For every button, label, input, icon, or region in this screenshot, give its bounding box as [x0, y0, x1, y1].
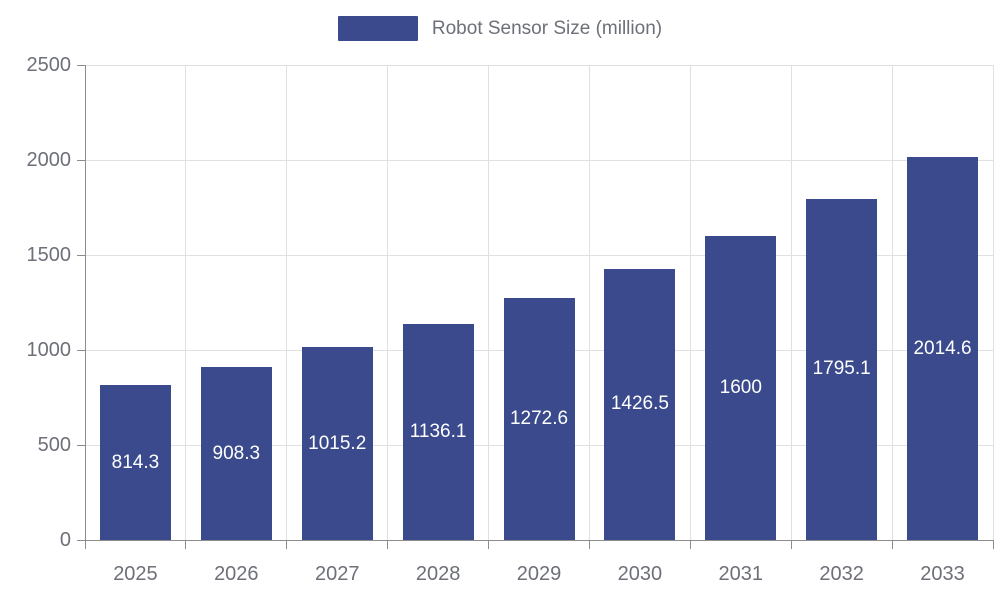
bar: 1600 — [705, 236, 777, 540]
legend-swatch-icon — [337, 16, 418, 41]
y-axis-tick — [77, 350, 85, 351]
gridline-vertical — [992, 65, 994, 540]
x-tick-label: 2033 — [920, 563, 965, 585]
bar-value-label: 1795.1 — [812, 358, 871, 380]
bar: 2014.6 — [907, 157, 979, 540]
y-axis-tick — [77, 445, 85, 446]
gridline-horizontal — [85, 65, 993, 66]
legend[interactable]: Robot Sensor Size (million) — [0, 16, 1000, 41]
bar-value-label: 814.3 — [111, 451, 160, 473]
bar: 814.3 — [99, 385, 171, 540]
gridline-vertical — [790, 65, 792, 540]
bar: 1015.2 — [301, 347, 373, 540]
x-axis-tick — [488, 540, 490, 549]
gridline-vertical — [891, 65, 893, 540]
y-tick-label: 500 — [37, 434, 71, 456]
x-axis-tick — [286, 540, 288, 549]
x-tick-label: 2025 — [113, 563, 158, 585]
x-axis-tick — [588, 540, 590, 549]
gridline-vertical — [387, 65, 389, 540]
y-axis-tick — [77, 255, 85, 256]
y-tick-label: 0 — [59, 529, 71, 551]
y-axis-tick — [77, 65, 85, 66]
bar-value-label: 1015.2 — [308, 432, 367, 454]
x-axis-tick — [387, 540, 389, 549]
x-tick-label: 2032 — [819, 563, 864, 585]
gridline-vertical — [689, 65, 691, 540]
x-axis-tick — [185, 540, 187, 549]
x-tick-label: 2030 — [617, 563, 663, 585]
gridline-vertical — [488, 65, 490, 540]
x-axis-tick — [992, 540, 994, 549]
bar: 1426.5 — [604, 268, 676, 540]
bar-value-label: 1136.1 — [409, 421, 467, 443]
y-axis-tick — [77, 160, 85, 161]
x-tick-label: 2031 — [718, 563, 764, 585]
gridline-horizontal — [85, 160, 993, 161]
bar: 1272.6 — [503, 298, 575, 540]
x-axis-tick — [790, 540, 792, 549]
y-tick-label: 2500 — [26, 54, 72, 76]
x-tick-label: 2026 — [214, 563, 259, 585]
y-tick-label: 2000 — [26, 149, 72, 171]
bar-value-label: 2014.6 — [913, 337, 972, 359]
bar: 1795.1 — [806, 198, 878, 540]
gridline-vertical — [588, 65, 590, 540]
plot-area: 814.3 908.3 1015.2 1136.1 1272.6 1426.5 1600 17… — [85, 65, 994, 541]
bar-value-label: 908.3 — [212, 442, 261, 464]
bar: 1136.1 — [402, 324, 474, 540]
bar: 908.3 — [200, 367, 272, 540]
x-axis-tick — [689, 540, 691, 549]
bar-value-label: 1272.6 — [509, 408, 569, 430]
x-tick-label: 2028 — [415, 563, 461, 585]
legend-label: Robot Sensor Size (million) — [431, 17, 663, 39]
gridline-vertical — [286, 65, 288, 540]
gridline-horizontal — [85, 255, 993, 256]
x-tick-label: 2029 — [516, 563, 562, 585]
x-axis-line — [85, 540, 993, 541]
gridline-vertical — [185, 65, 187, 540]
x-tick-label: 2027 — [314, 563, 360, 585]
x-axis-tick — [84, 540, 86, 549]
bar-value-label: 1600 — [719, 377, 762, 398]
y-axis-tick — [77, 540, 85, 541]
y-axis-line — [85, 65, 86, 540]
x-axis-tick — [891, 540, 893, 549]
y-tick-label: 1500 — [26, 244, 72, 266]
bar-value-label: 1426.5 — [610, 393, 669, 415]
y-tick-label: 1000 — [26, 339, 72, 361]
